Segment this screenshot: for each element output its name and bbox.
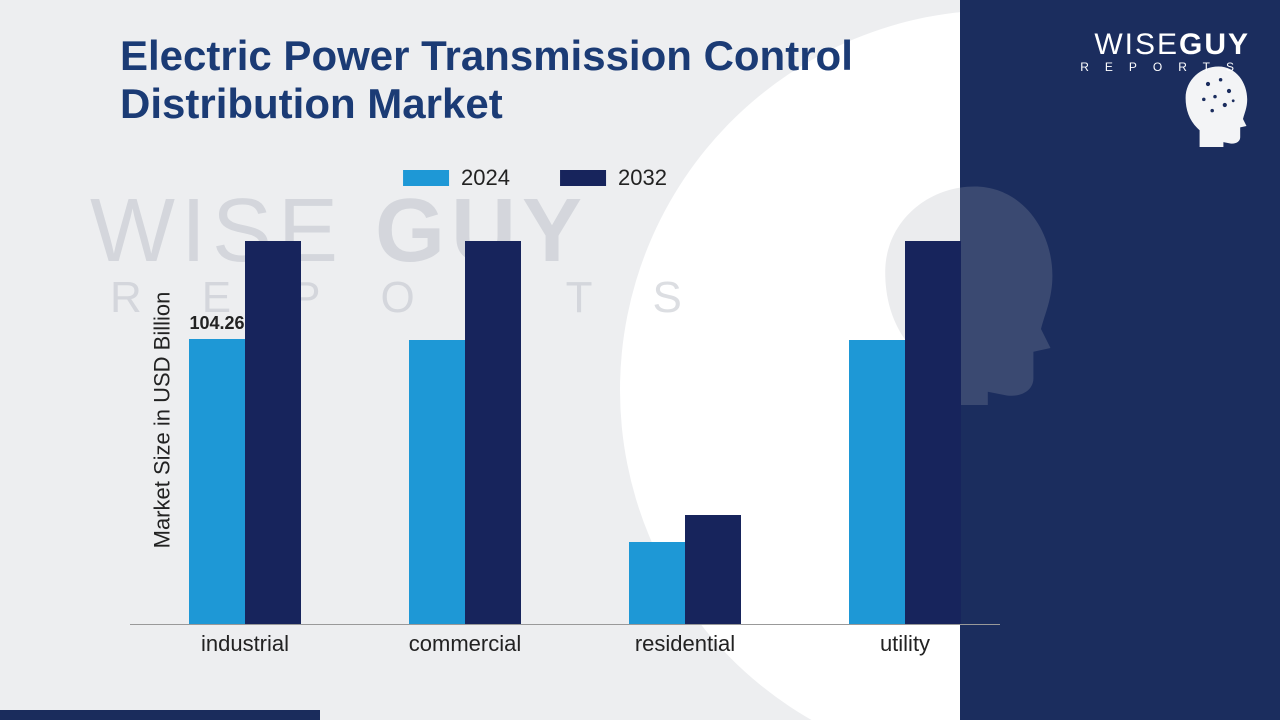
bar [849, 340, 905, 624]
legend-swatch-2032 [560, 170, 606, 186]
x-axis-label: utility [880, 631, 930, 657]
legend-label: 2032 [618, 165, 667, 191]
x-axis-label: commercial [409, 631, 521, 657]
bar: 104.26 [189, 339, 245, 624]
bar [465, 241, 521, 624]
bar-value-label: 104.26 [189, 313, 244, 334]
logo-bold: GUY [1179, 28, 1250, 61]
logo-main: WISE [1094, 28, 1179, 61]
legend-label: 2024 [461, 165, 510, 191]
x-axis-label: industrial [201, 631, 289, 657]
legend-item: 2032 [560, 165, 667, 191]
bottom-accent-bar [0, 710, 320, 720]
bar-group [620, 515, 750, 624]
bar-group: 104.26 [180, 241, 310, 624]
bar [245, 241, 301, 624]
legend-swatch-2024 [403, 170, 449, 186]
x-axis-label: residential [635, 631, 735, 657]
bar [905, 241, 961, 624]
bar [629, 542, 685, 624]
legend-item: 2024 [403, 165, 510, 191]
logo-head-icon [1180, 62, 1250, 148]
brand-logo: WISEGUY REPORTS [1080, 28, 1250, 74]
bar-group [400, 241, 530, 624]
plot-area: 104.26 [130, 215, 1000, 625]
x-axis-labels: industrial commercial residential utility [130, 631, 1000, 661]
bar-group [840, 241, 970, 624]
bar [409, 340, 465, 624]
bar [685, 515, 741, 624]
canvas: WISE GUY REPORTS Electric Power Transmis… [0, 0, 1280, 720]
legend: 2024 2032 [403, 165, 667, 191]
bar-chart: Market Size in USD Billion 2024 2032 104… [70, 165, 1000, 675]
chart-title: Electric Power Transmission Control Dist… [120, 32, 880, 129]
